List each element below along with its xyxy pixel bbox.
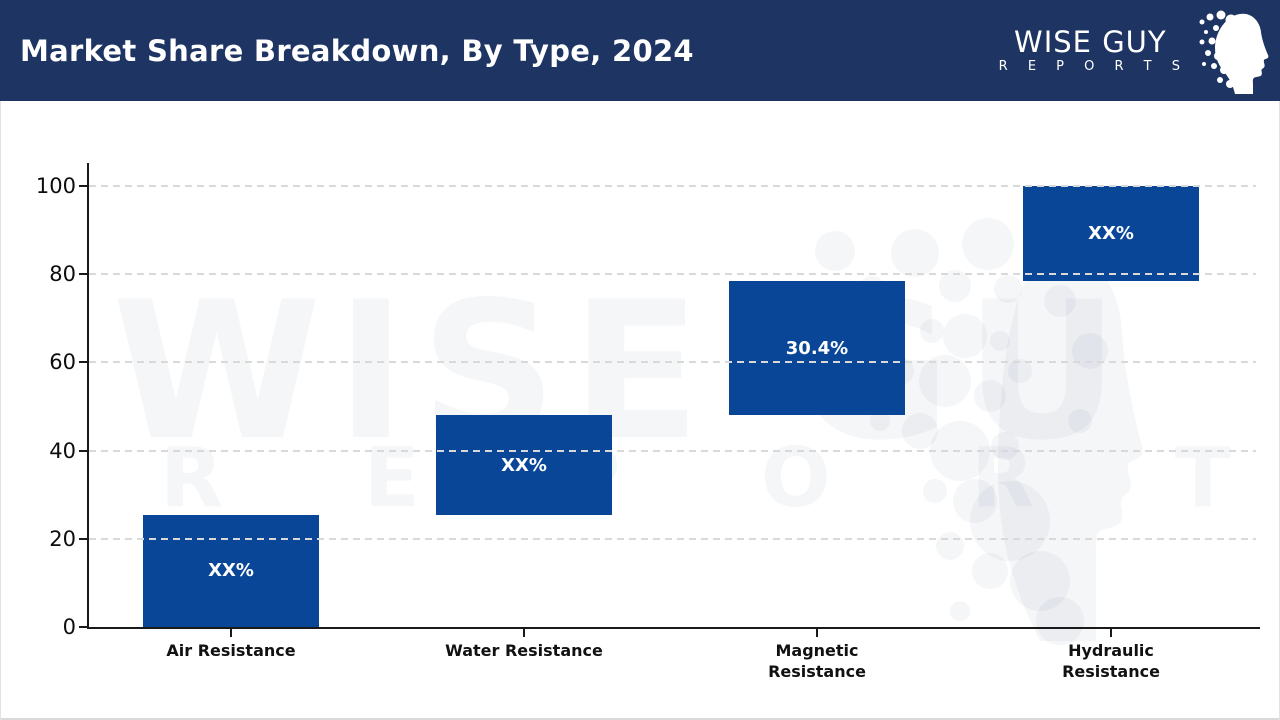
gridline — [89, 273, 1256, 276]
y-tick-label: 20 — [49, 526, 76, 551]
page-bottom-border — [0, 718, 1280, 720]
logo-text: WISE GUY R E P O R T S — [993, 27, 1188, 74]
x-tick-label: Magnetic Resistance — [768, 641, 866, 681]
wiseguy-head-icon — [1199, 10, 1269, 94]
x-tick-mark — [1110, 629, 1112, 637]
y-tick-label: 100 — [35, 173, 76, 198]
y-tick-mark — [79, 449, 88, 452]
gridline — [89, 361, 1256, 364]
y-tick-label: 40 — [49, 438, 76, 463]
gridline — [89, 184, 1256, 187]
y-tick-mark — [79, 184, 88, 187]
x-tick-label: Hydraulic Resistance — [1062, 641, 1160, 681]
logo-wordmark: WISE GUY — [1014, 25, 1167, 59]
gridline — [89, 449, 1256, 452]
x-tick-mark — [230, 629, 232, 637]
x-tick-label: Water Resistance — [445, 641, 603, 660]
x-tick-mark — [816, 629, 818, 637]
x-tick-label: Air Resistance — [166, 641, 296, 660]
y-tick-label: 80 — [49, 262, 76, 287]
bar-air-resistance: XX% — [143, 514, 319, 627]
y-tick-label: 60 — [49, 350, 76, 375]
bar-hydraulic-resistance: XX% — [1023, 185, 1199, 282]
y-tick-mark — [79, 273, 88, 276]
header-bar: Market Share Breakdown, By Type, 2024 WI… — [0, 0, 1280, 101]
page-title: Market Share Breakdown, By Type, 2024 — [20, 33, 694, 68]
y-tick-mark — [79, 626, 88, 628]
bar-value-label: 30.4% — [785, 337, 849, 359]
logo-subtitle: R E P O R T S — [998, 59, 1188, 74]
page-left-border — [0, 101, 1, 720]
bar-value-label: XX% — [501, 454, 547, 476]
chart-plot-area: WISE GU R E P O R T S — [0, 101, 1280, 720]
y-axis-spine — [87, 163, 89, 629]
y-tick-mark — [79, 361, 88, 364]
watermark-subtitle: R E P O R T S — [160, 431, 1280, 526]
x-axis-spine — [87, 627, 1260, 629]
gridline — [89, 537, 1256, 540]
wiseguy-logo: WISE GUY R E P O R T S — [993, 0, 1272, 101]
bar-magnetic-resistance: 30.4% — [729, 281, 905, 416]
bar-value-label: XX% — [208, 560, 254, 582]
x-tick-mark — [523, 629, 525, 637]
y-tick-label: 0 — [62, 615, 76, 639]
y-tick-mark — [79, 537, 88, 540]
bar-value-label: XX% — [1088, 222, 1134, 244]
bar-water-resistance: XX% — [436, 415, 612, 515]
